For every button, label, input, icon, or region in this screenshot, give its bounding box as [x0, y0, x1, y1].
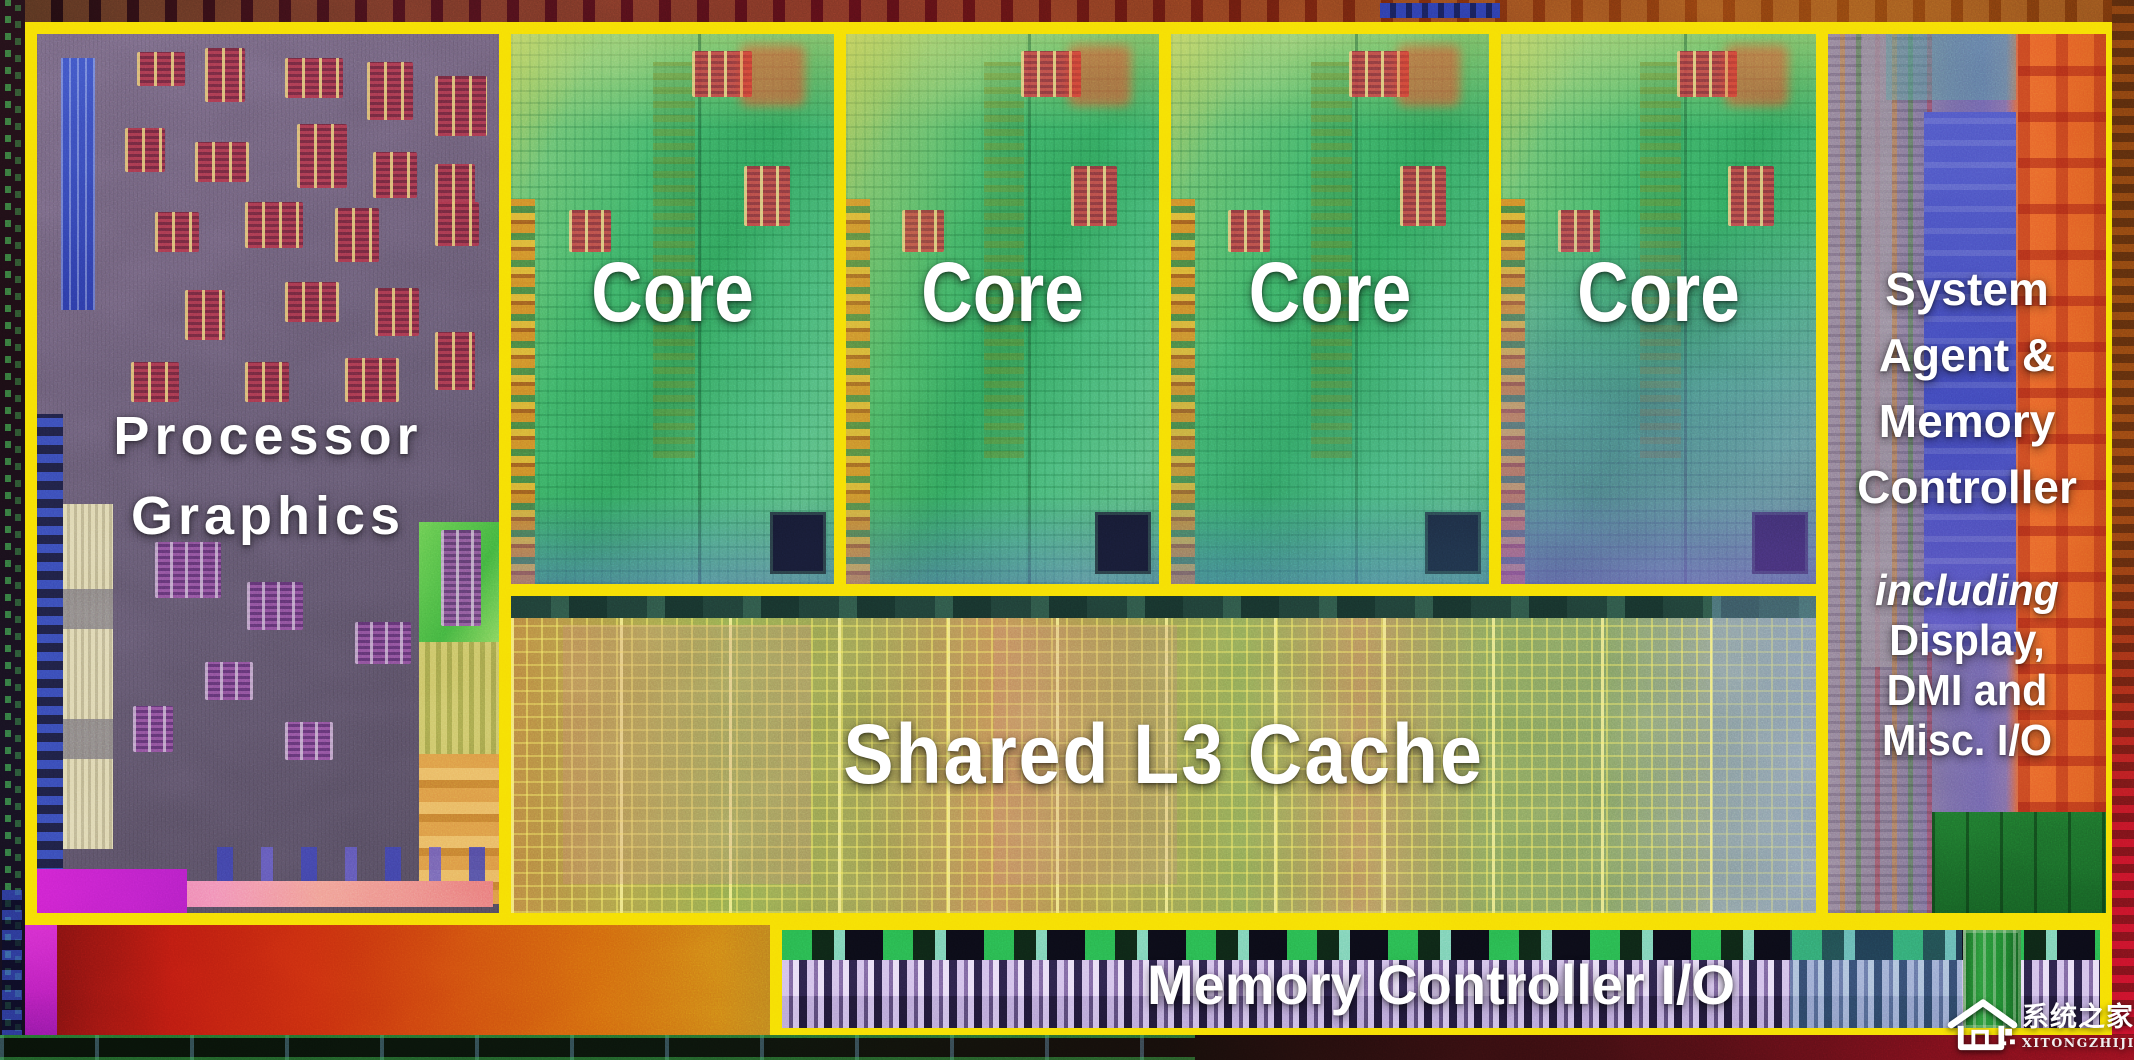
texture-block: [1425, 512, 1481, 574]
texture-block: [245, 362, 289, 402]
texture-block: [2018, 34, 2106, 812]
texture-block: [743, 166, 790, 226]
texture-block: [37, 414, 63, 913]
texture-block: [993, 624, 1177, 885]
texture-block: [37, 869, 187, 913]
texture-block: [205, 48, 245, 102]
texture-block: [1752, 512, 1808, 574]
region-system-agent: [1828, 34, 2106, 913]
texture-block: [1639, 61, 1681, 458]
die-edge-left: [0, 0, 25, 1060]
texture-block: [155, 212, 199, 252]
texture-block: [569, 210, 612, 252]
texture-block: [297, 124, 347, 188]
texture-block: [185, 290, 225, 340]
texture-block: [285, 722, 333, 760]
texture-block: [1396, 45, 1461, 106]
texture-block: [137, 52, 185, 86]
bottom-edge-strip: [0, 1035, 2134, 1060]
texture-block: [247, 582, 303, 630]
bottom-io-bar-orange: [57, 925, 770, 1035]
texture-block: [1727, 166, 1774, 226]
texture-block: [563, 624, 812, 885]
texture-block: [217, 847, 489, 881]
texture-block: [1724, 45, 1788, 106]
texture-block: [131, 362, 179, 402]
texture-block: [195, 142, 249, 182]
texture-block: [133, 706, 173, 752]
texture-block: [1310, 61, 1353, 458]
edge-blue-modules: [1380, 3, 1500, 18]
texture-block: [770, 512, 826, 574]
texture-block: [419, 642, 499, 754]
die-edge-right: [2112, 0, 2134, 1060]
texture-block: [1068, 45, 1131, 106]
texture-block: [902, 210, 945, 252]
texture-block: [285, 282, 339, 322]
texture-block: [983, 61, 1025, 458]
texture-block: [1886, 34, 2016, 100]
texture-block: [435, 76, 487, 136]
texture-block: [511, 596, 1816, 618]
texture-block: [61, 58, 95, 310]
die-edge-top: [25, 0, 2112, 22]
texture-block: [355, 622, 411, 664]
region-core-4: [1501, 34, 1816, 584]
texture-block: [375, 288, 419, 336]
texture-block: [373, 152, 417, 198]
texture-block: [155, 542, 221, 598]
watermark-site-name: 系统之家: [2022, 1002, 2134, 1033]
watermark-house-icon: [1947, 999, 2018, 1051]
texture-block: [441, 530, 481, 626]
texture-block: [335, 208, 379, 262]
texture-block: [435, 202, 479, 246]
texture-block: [1924, 112, 2016, 652]
texture-block: [435, 332, 475, 390]
texture-block: [1071, 166, 1118, 226]
texture-block: [1790, 930, 1962, 1028]
texture-block: [245, 202, 303, 248]
region-core-2: [846, 34, 1159, 584]
region-core-3: [1171, 34, 1489, 584]
watermark: 系统之家 XITONGZHIJIA.NET: [1946, 996, 2134, 1052]
texture-block: [63, 504, 113, 849]
texture-block: [0, 1035, 1196, 1060]
texture-block: [740, 45, 805, 106]
texture-block: [1095, 512, 1151, 574]
texture-block: [1399, 166, 1446, 226]
region-memory-controller-io: [782, 930, 2100, 1028]
texture-block: [1862, 34, 1892, 667]
texture-block: [1711, 596, 1816, 913]
bottom-io-bar-magenta: [25, 925, 57, 1035]
texture-block: [345, 358, 399, 402]
texture-block: [205, 662, 253, 700]
region-processor-graphics: [37, 34, 499, 913]
texture-block: [125, 128, 165, 172]
texture-block: [367, 62, 413, 120]
region-core-1: [511, 34, 834, 584]
texture-block: [285, 58, 343, 98]
region-l3-cache: [511, 596, 1816, 913]
watermark-site-url: XITONGZHIJIA.NET: [2022, 1035, 2134, 1050]
texture-block: [1557, 210, 1600, 252]
texture-block: [653, 61, 696, 458]
texture-block: [1932, 812, 2106, 913]
texture-block: [1228, 210, 1271, 252]
